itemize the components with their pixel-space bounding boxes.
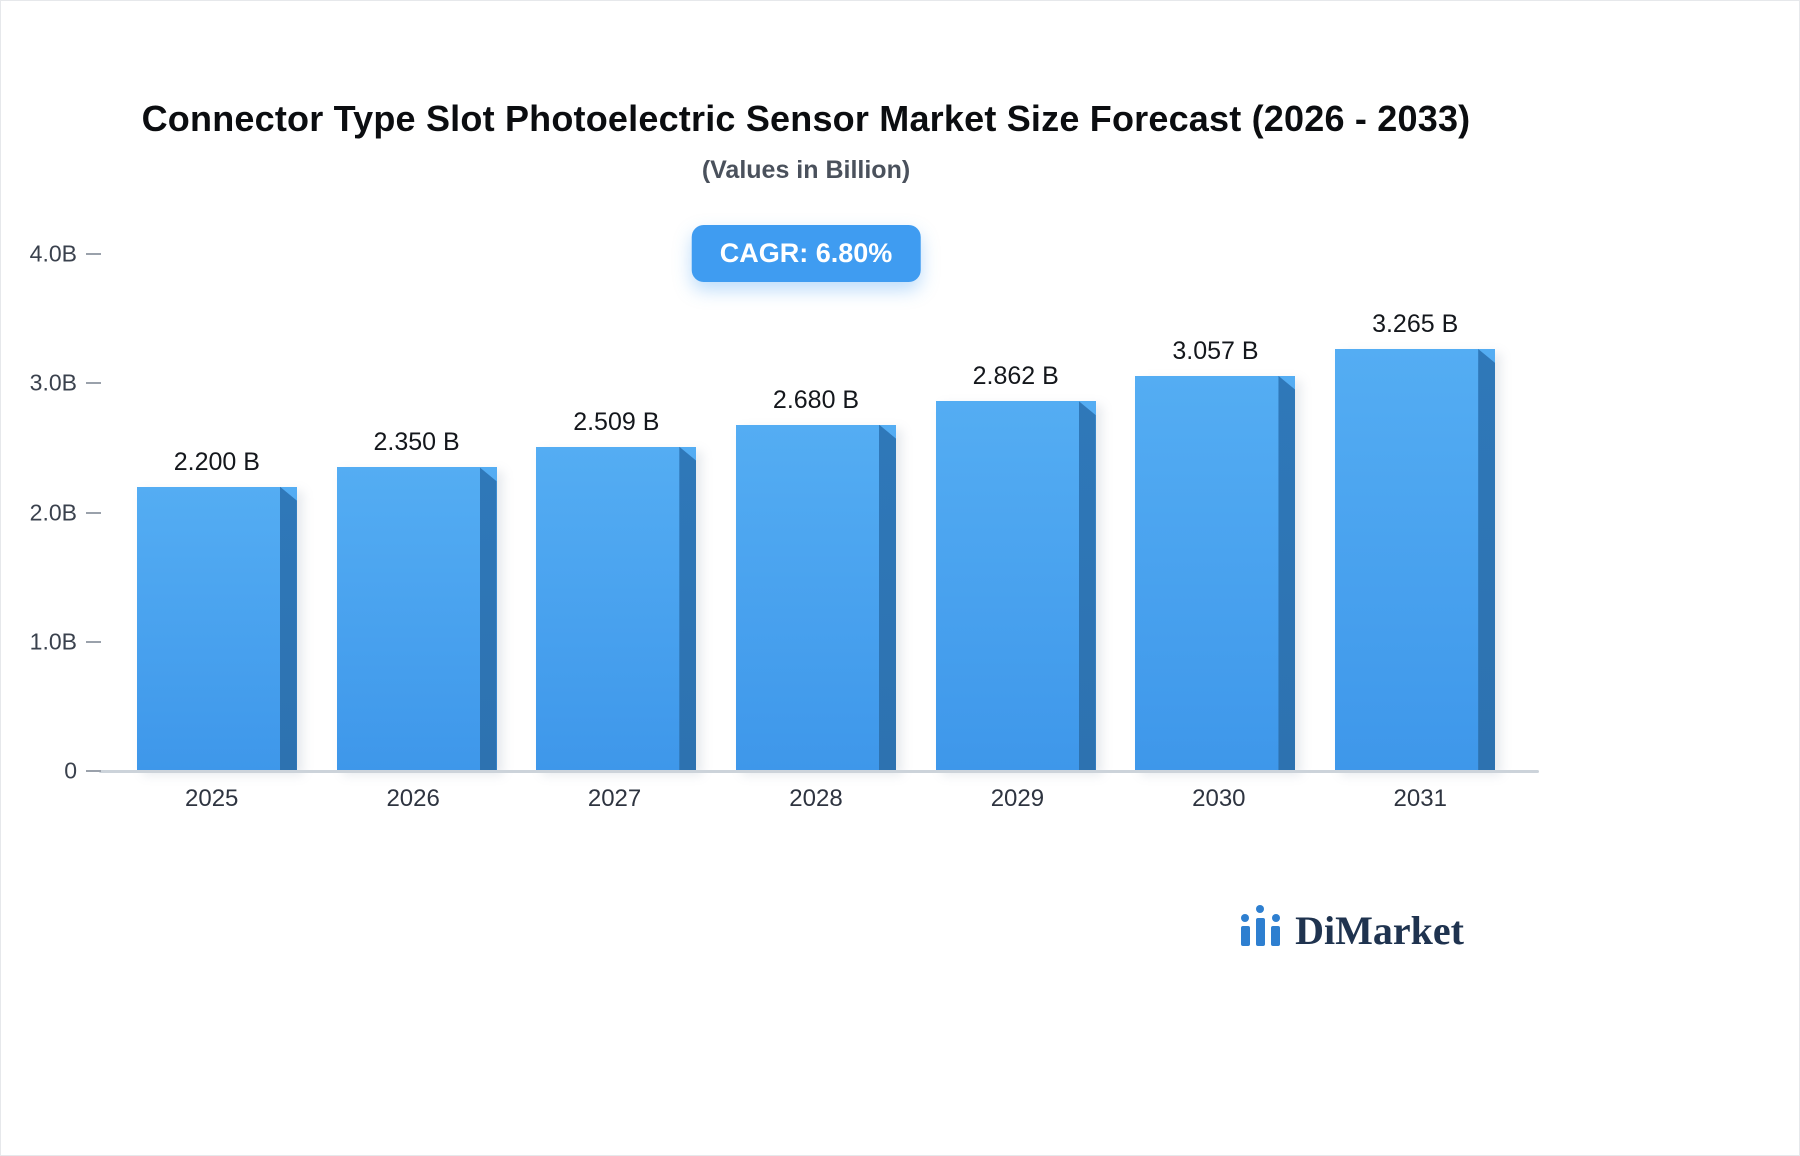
bar [136, 486, 297, 771]
y-axis-label: 0 [64, 757, 77, 784]
y-tick-mark [86, 511, 101, 514]
brand-logo: DiMarket [1239, 904, 1464, 951]
cagr-badge: CAGR: 6.80% [691, 225, 921, 282]
x-axis-label: 2029 [990, 785, 1045, 812]
bar-group: 2.680 B [716, 254, 916, 771]
plot-area: 2.200 B 2.350 B 2.509 B 2.680 B 2.862 B 3.057… [30, 241, 1539, 784]
bar-value-label: 2.509 B [573, 407, 660, 436]
bar-group: 2.350 B [317, 254, 517, 771]
bar-group: 2.862 B [916, 254, 1116, 771]
x-axis-label: 2025 [185, 785, 239, 812]
x-axis-label: 2026 [386, 785, 440, 812]
bars-row: 2.200 B 2.350 B 2.509 B 2.680 B 2.862 B 3.057… [111, 254, 1521, 771]
chart-header: Connector Type Slot Photoelectric Sensor… [1, 1, 1611, 185]
bar-group: 3.265 B [1315, 254, 1515, 771]
x-axis-label: 2027 [587, 785, 642, 812]
bar [536, 446, 697, 771]
bar-value-label: 2.350 B [373, 428, 460, 457]
y-tick-mark [86, 640, 101, 643]
bar [1335, 349, 1496, 771]
bar-value-label: 3.057 B [1172, 336, 1259, 365]
bar-value-label: 2.680 B [772, 385, 860, 414]
y-tick-mark [86, 253, 101, 255]
logo-text: DiMarket [1295, 908, 1464, 953]
bar [1135, 375, 1296, 771]
bar [336, 467, 497, 771]
bar-group: 2.509 B [516, 254, 716, 771]
x-axis-label: 2030 [1192, 785, 1246, 812]
logo-icon [1239, 904, 1283, 951]
bar [736, 424, 897, 771]
y-axis-label: 1.0B [29, 628, 77, 655]
bar-group: 2.200 B [117, 254, 317, 771]
bar-value-label: 2.200 B [173, 447, 260, 476]
bar-group: 3.057 B [1116, 254, 1316, 771]
bar-value-label: 2.862 B [972, 362, 1059, 391]
y-tick-mark [86, 770, 101, 772]
y-axis-label: 3.0B [29, 369, 77, 396]
bar [935, 401, 1096, 771]
y-axis-label: 4.0B [29, 240, 77, 267]
x-axis-label: 2028 [789, 785, 843, 812]
x-axis-label: 2031 [1393, 785, 1447, 812]
x-axis: 2025 2026 2027 2028 2029 2030 2031 [111, 785, 1521, 813]
chart-subtitle: (Values in Billion) [701, 156, 911, 184]
y-tick-mark [86, 382, 101, 385]
y-axis-label: 2.0B [29, 499, 77, 525]
page-title: Connector Type Slot Photoelectric Sensor… [141, 98, 1471, 139]
bar-value-label: 3.265 B [1372, 310, 1459, 338]
x-axis-baseline [99, 770, 1539, 773]
